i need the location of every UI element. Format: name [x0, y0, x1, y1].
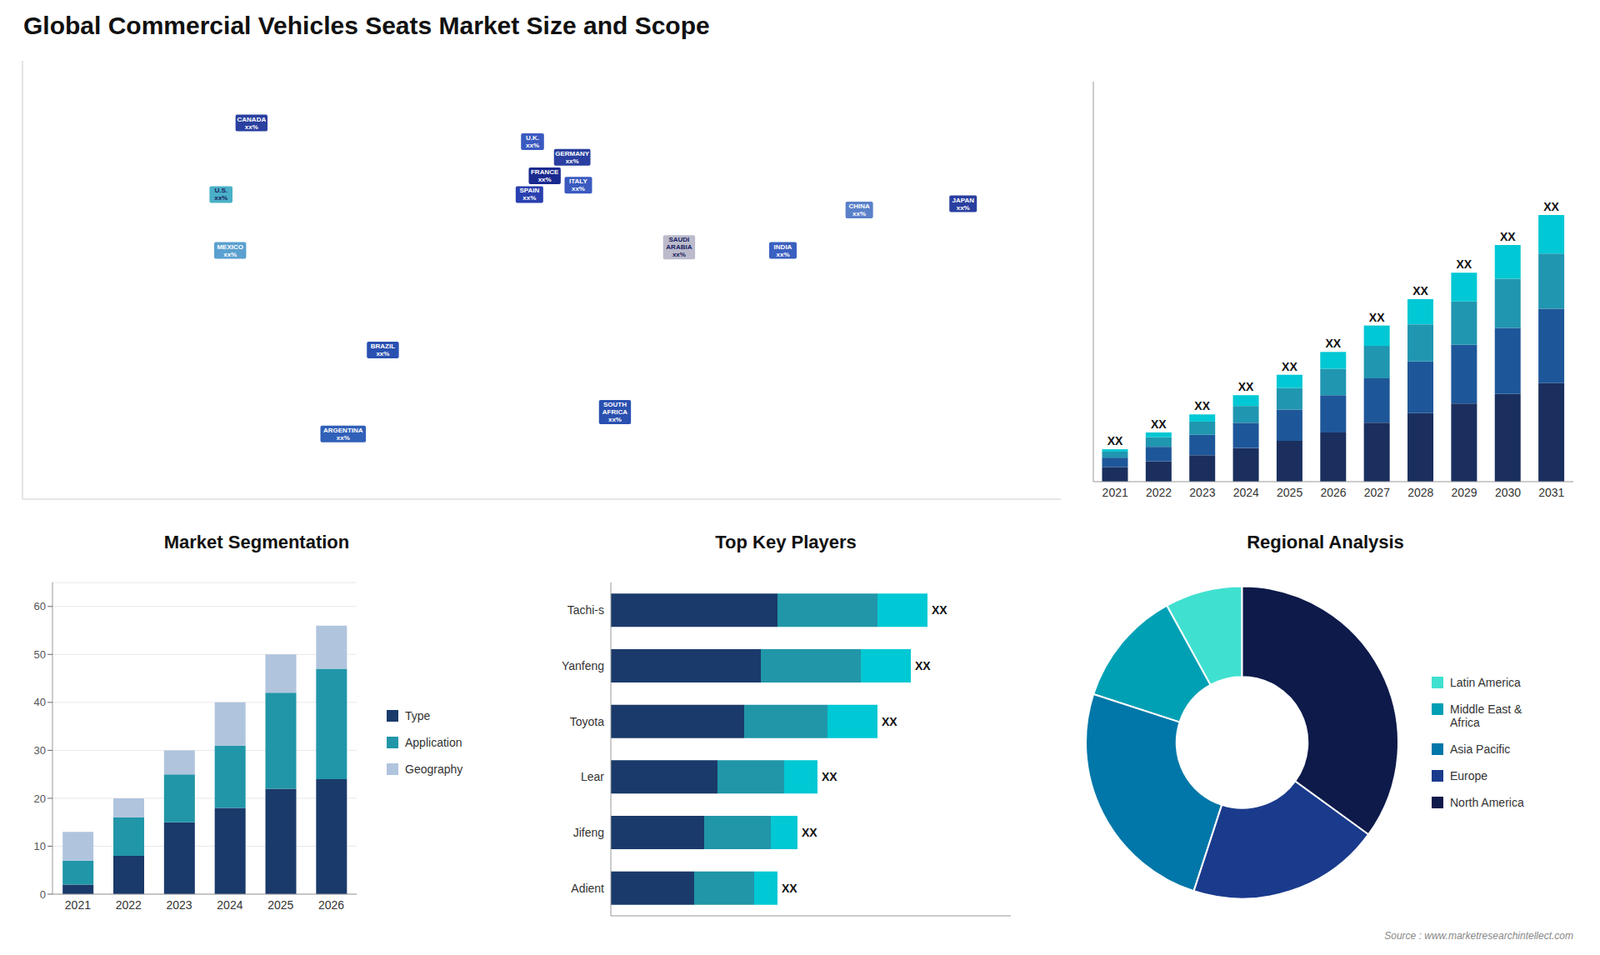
svg-text:40: 40 — [34, 695, 46, 709]
html-text:Type: Type — [405, 709, 431, 723]
svg-text:2023: 2023 — [1189, 485, 1215, 500]
svg-text:XX: XX — [1194, 399, 1210, 413]
html-text:Application: Application — [405, 735, 463, 750]
html-text:Market Segmentation: Market Segmentation — [164, 531, 350, 553]
svg-text:U.K.xx%: U.K.xx% — [525, 134, 540, 150]
svg-text:XX: XX — [1325, 336, 1341, 350]
svg-text:Toyota: Toyota — [570, 715, 605, 729]
svg-text:2024: 2024 — [216, 898, 243, 912]
svg-text:2022: 2022 — [1145, 485, 1172, 500]
svg-text:2025: 2025 — [267, 898, 294, 912]
svg-text:2027: 2027 — [1364, 485, 1390, 500]
svg-text:XX: XX — [1281, 360, 1298, 374]
svg-text:2026: 2026 — [1320, 485, 1346, 500]
svg-text:SAUDIARABIAxx%: SAUDIARABIAxx% — [665, 235, 692, 259]
svg-text:50: 50 — [34, 648, 46, 661]
svg-text:XX: XX — [915, 659, 931, 673]
svg-text:XX: XX — [881, 715, 898, 729]
svg-text:XX: XX — [1238, 380, 1255, 394]
html-text:Global Commercial Vehicles Sea: Global Commercial Vehicles Seats Market … — [23, 11, 710, 40]
svg-text:Jifeng: Jifeng — [573, 825, 605, 840]
svg-text:XX: XX — [1107, 434, 1124, 448]
svg-text:2021: 2021 — [65, 898, 91, 912]
svg-text:2025: 2025 — [1276, 485, 1303, 500]
svg-text:XX: XX — [801, 825, 818, 840]
html-text:Middle East & Africa: Middle East & Africa — [1450, 702, 1522, 730]
svg-text:2031: 2031 — [1538, 485, 1565, 500]
svg-text:CHINAxx%: CHINAxx% — [848, 202, 870, 218]
svg-text:2028: 2028 — [1407, 485, 1434, 500]
html-text:Regional Analysis: Regional Analysis — [1246, 531, 1404, 553]
html-text:Source : www.marketresearchint: Source : www.marketresearchintellect.com — [1384, 930, 1574, 942]
svg-text:2021: 2021 — [1102, 485, 1129, 500]
svg-text:XX: XX — [821, 770, 838, 784]
svg-text:BRAZILxx%: BRAZILxx% — [370, 342, 395, 358]
svg-text:JAPANxx%: JAPANxx% — [951, 196, 975, 212]
svg-text:2024: 2024 — [1233, 485, 1260, 500]
svg-text:ITALYxx%: ITALYxx% — [569, 177, 588, 193]
svg-text:2022: 2022 — [115, 898, 142, 912]
svg-text:0: 0 — [40, 888, 46, 901]
svg-text:2026: 2026 — [318, 898, 345, 912]
svg-text:XX: XX — [781, 881, 798, 895]
svg-text:SOUTHAFRICAxx%: SOUTHAFRICAxx% — [602, 400, 628, 424]
svg-text:SPAINxx%: SPAINxx% — [519, 186, 540, 202]
svg-text:GERMANYxx%: GERMANYxx% — [555, 150, 590, 165]
svg-text:FRANCExx%: FRANCExx% — [530, 168, 560, 184]
svg-text:XX: XX — [1456, 257, 1473, 271]
svg-text:U.S.xx%: U.S.xx% — [214, 186, 228, 202]
svg-text:XX: XX — [1543, 200, 1560, 214]
svg-text:Lear: Lear — [580, 770, 605, 784]
svg-text:XX: XX — [1150, 417, 1167, 431]
svg-text:2023: 2023 — [166, 898, 193, 912]
svg-text:CANADAxx%: CANADAxx% — [237, 115, 267, 131]
html-text:Europe: Europe — [1450, 769, 1488, 783]
svg-text:30: 30 — [34, 744, 46, 757]
svg-text:2029: 2029 — [1451, 485, 1478, 500]
svg-text:10: 10 — [34, 840, 46, 853]
html-text:Latin America: Latin America — [1450, 675, 1521, 690]
html-text:North America: North America — [1450, 795, 1524, 810]
svg-text:XX: XX — [931, 603, 948, 617]
svg-text:XX: XX — [1369, 310, 1385, 325]
svg-text:ARGENTINAxx%: ARGENTINAxx% — [323, 426, 364, 442]
svg-text:60: 60 — [34, 600, 46, 613]
svg-text:XX: XX — [1500, 230, 1516, 244]
svg-text:MEXICOxx%: MEXICOxx% — [216, 243, 244, 259]
svg-text:XX: XX — [1412, 284, 1429, 298]
html-text:Top Key Players: Top Key Players — [715, 531, 857, 553]
html-text:Asia Pacific: Asia Pacific — [1450, 742, 1511, 756]
svg-text:20: 20 — [34, 792, 46, 805]
svg-text:2030: 2030 — [1495, 485, 1521, 500]
svg-text:Tachi-s: Tachi-s — [567, 603, 605, 617]
html-text:Geography: Geography — [405, 762, 463, 776]
svg-text:INDIAxx%: INDIAxx% — [774, 243, 793, 259]
svg-text:Adient: Adient — [570, 881, 605, 895]
svg-text:Yanfeng: Yanfeng — [561, 659, 605, 673]
